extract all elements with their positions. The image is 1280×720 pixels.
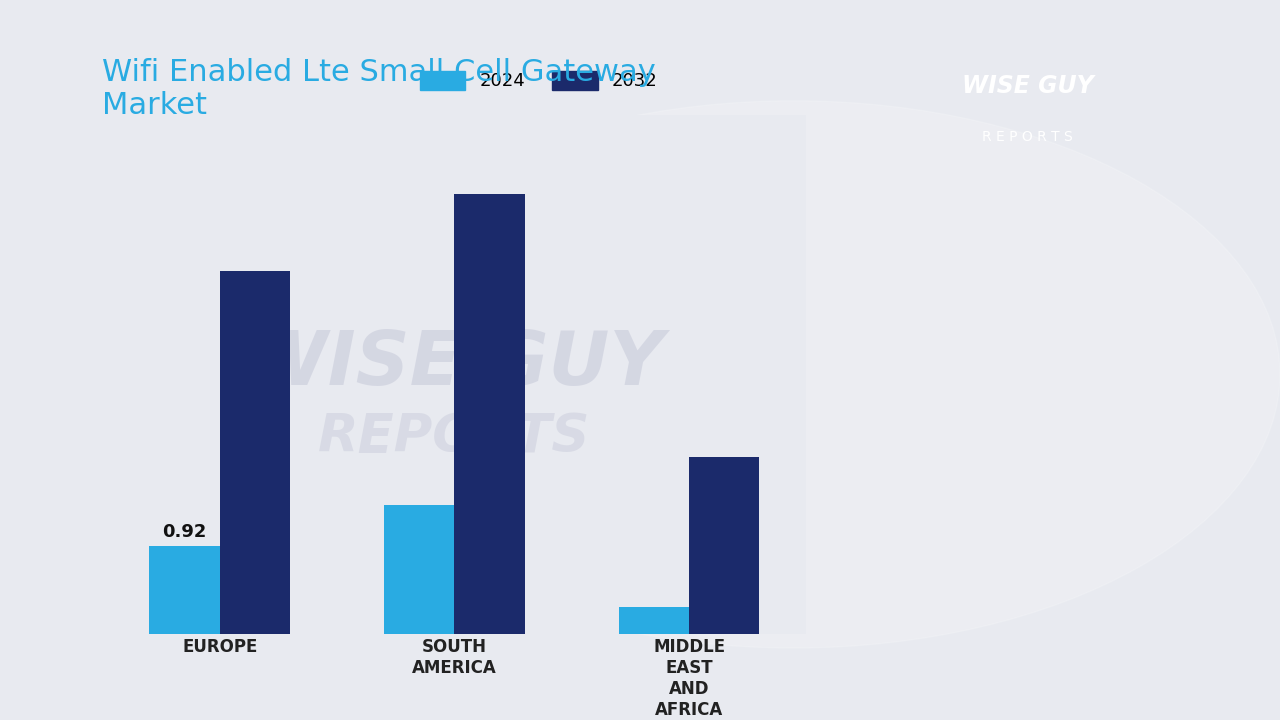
Text: WISE GUY: WISE GUY	[961, 74, 1093, 99]
Bar	[150, 546, 220, 634]
Bar	[689, 457, 759, 634]
Text: Wifi Enabled Lte Small Cell Gateway
Market: Wifi Enabled Lte Small Cell Gateway Mark…	[102, 58, 657, 120]
Text: WISE GUY: WISE GUY	[244, 328, 664, 400]
Legend: 2024, 2032: 2024, 2032	[411, 62, 667, 99]
Text: R E P O R T S: R E P O R T S	[982, 130, 1073, 144]
Text: REPORTS: REPORTS	[319, 410, 590, 463]
Bar	[384, 505, 454, 634]
Text: 0.92: 0.92	[163, 523, 207, 541]
Bar	[618, 607, 689, 634]
Bar	[454, 194, 525, 634]
Bar	[220, 271, 291, 634]
